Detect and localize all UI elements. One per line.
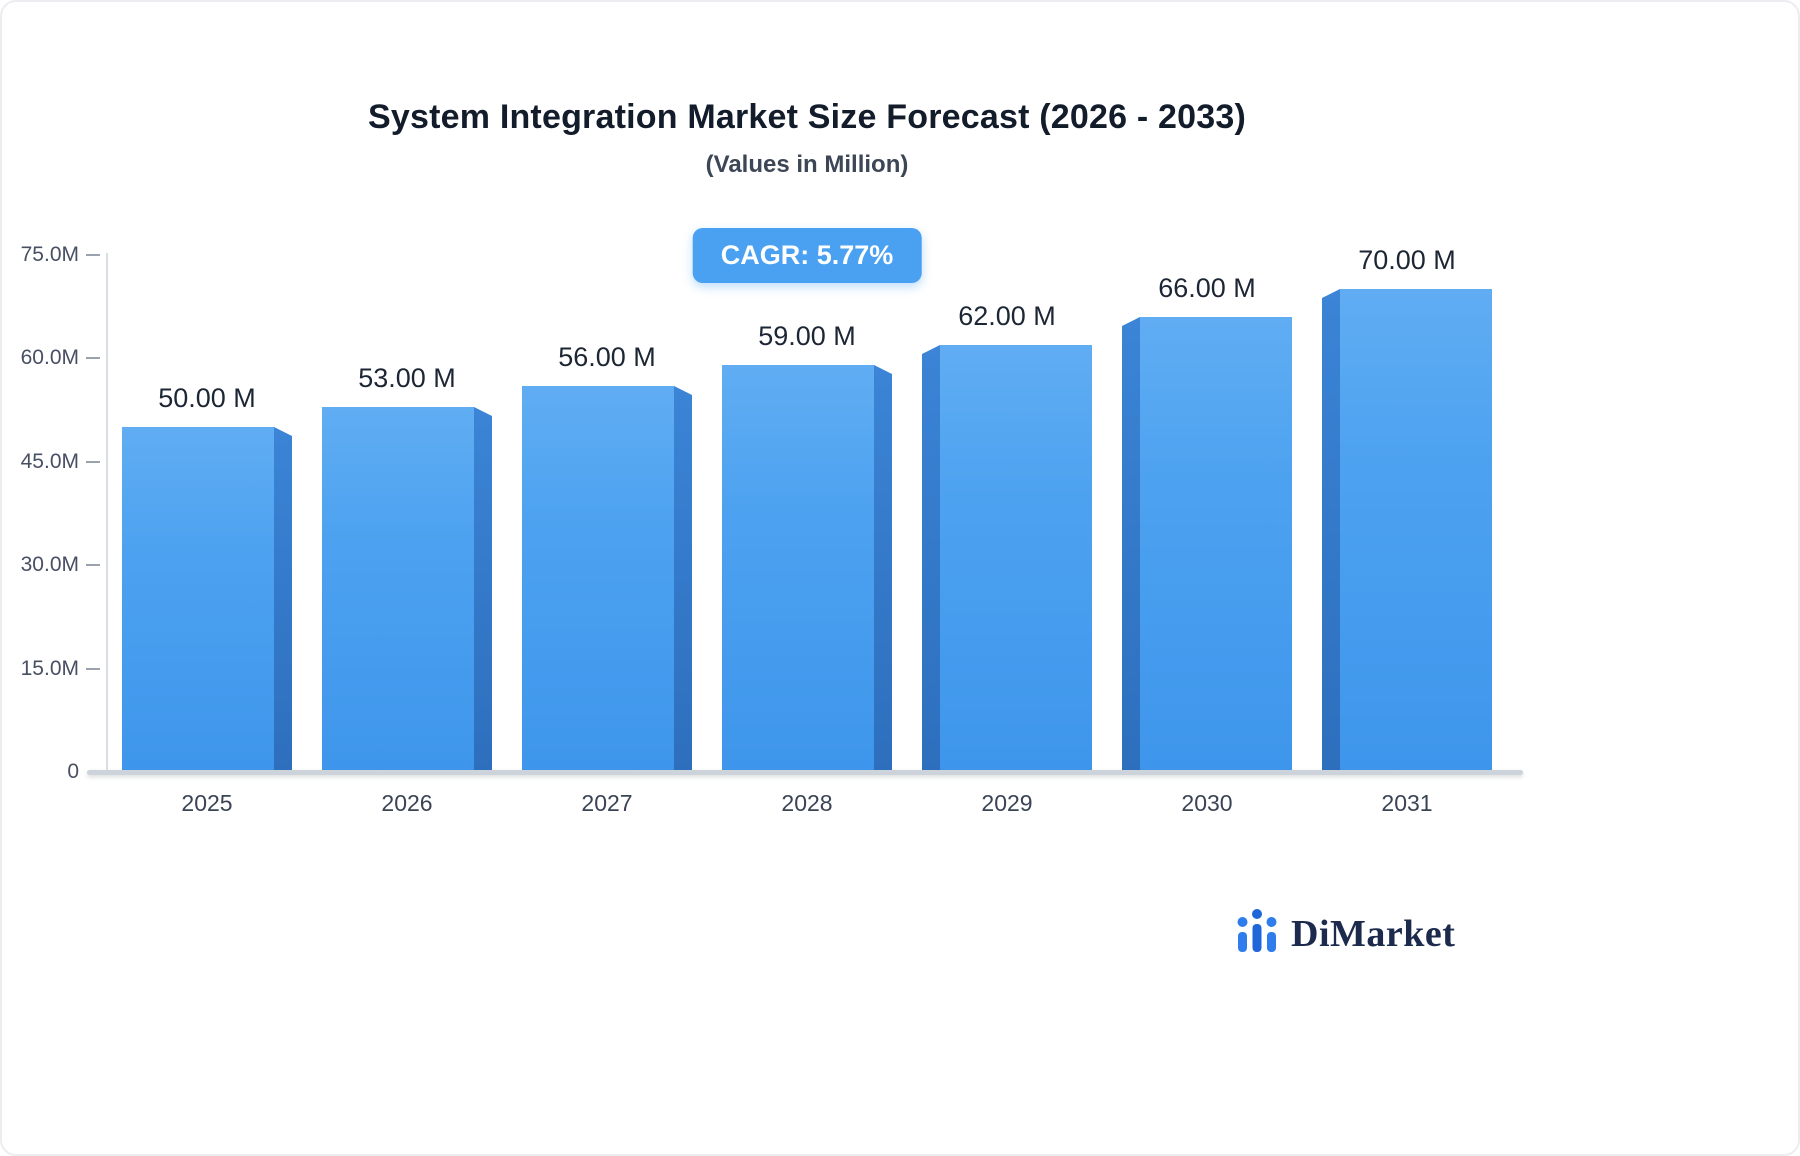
bar-value-label: 59.00 M: [758, 321, 856, 351]
y-axis-tick-label: 15.0M: [20, 656, 79, 680]
x-axis-category-label: 2027: [581, 790, 633, 816]
y-axis-line: [106, 253, 108, 772]
bar-value-label: 66.00 M: [1158, 273, 1256, 303]
bar-value-label: 56.00 M: [558, 342, 656, 372]
bar-side-face: [674, 386, 692, 772]
bar-front-face: [122, 427, 274, 772]
bar-2025: 50.00 M: [122, 383, 292, 772]
y-axis-tick-mark: [86, 564, 100, 567]
y-axis-tick-label: 75.0M: [20, 243, 79, 266]
chart-header: System Integration Market Size Forecast …: [2, 98, 1612, 179]
chart-subtitle: (Values in Million): [705, 151, 909, 178]
bar-value-label: 50.00 M: [158, 383, 256, 413]
bar-front-face: [522, 386, 674, 772]
bar-front-face: [322, 407, 474, 772]
bar-value-label: 53.00 M: [358, 363, 456, 393]
bar-front-face: [940, 345, 1092, 772]
bar-front-face: [1140, 317, 1292, 772]
y-axis-tick-label: 0: [67, 760, 79, 783]
bar-side-face: [922, 345, 940, 772]
x-axis-category-label: 2028: [781, 790, 833, 816]
cagr-badge: CAGR: 5.77%: [692, 228, 922, 283]
bar-2031: 70.00 M: [1322, 245, 1492, 772]
plot-area: 0 15.0M 30.0M 45.0M 60.0M 75.0M 50.00 M 2025 53.…: [21, 243, 1523, 816]
bar-front-face: [722, 365, 874, 772]
x-axis-category-label: 2025: [181, 790, 233, 816]
x-axis-category-label: 2026: [381, 790, 433, 816]
brand-name: DiMarket: [1291, 912, 1456, 955]
bar-side-face: [1122, 317, 1140, 772]
y-axis-tick-mark: [86, 357, 100, 360]
y-axis-tick-mark: [86, 254, 100, 256]
bar-side-face: [274, 427, 292, 772]
y-axis-tick-mark: [86, 460, 100, 463]
bar-side-face: [874, 365, 892, 772]
x-axis-category-label: 2031: [1381, 790, 1433, 816]
x-axis-category-label: 2030: [1181, 790, 1233, 816]
bar-chart-logo-icon: [1234, 908, 1280, 959]
x-axis-category-label: 2029: [981, 790, 1033, 816]
chart-title: System Integration Market Size Forecast …: [368, 98, 1246, 136]
x-axis-baseline: [87, 770, 1523, 775]
y-axis-tick-label: 60.0M: [20, 346, 79, 370]
y-axis-tick-label: 45.0M: [20, 449, 79, 473]
bar-2028: 59.00 M: [722, 321, 892, 772]
bar-value-label: 70.00 M: [1358, 245, 1456, 275]
bar-2026: 53.00 M: [322, 363, 492, 772]
bar-side-face: [1322, 289, 1340, 772]
bar-2027: 56.00 M: [522, 342, 692, 772]
bar-side-face: [474, 407, 492, 772]
bar-front-face: [1340, 289, 1492, 772]
y-axis-tick-mark: [86, 667, 100, 670]
y-axis-tick-label: 30.0M: [20, 553, 79, 577]
bar-value-label: 62.00 M: [958, 301, 1056, 331]
bar-2029: 62.00 M: [922, 301, 1092, 772]
brand-logo: DiMarket: [1234, 908, 1455, 959]
bar-2030: 66.00 M: [1122, 273, 1292, 772]
